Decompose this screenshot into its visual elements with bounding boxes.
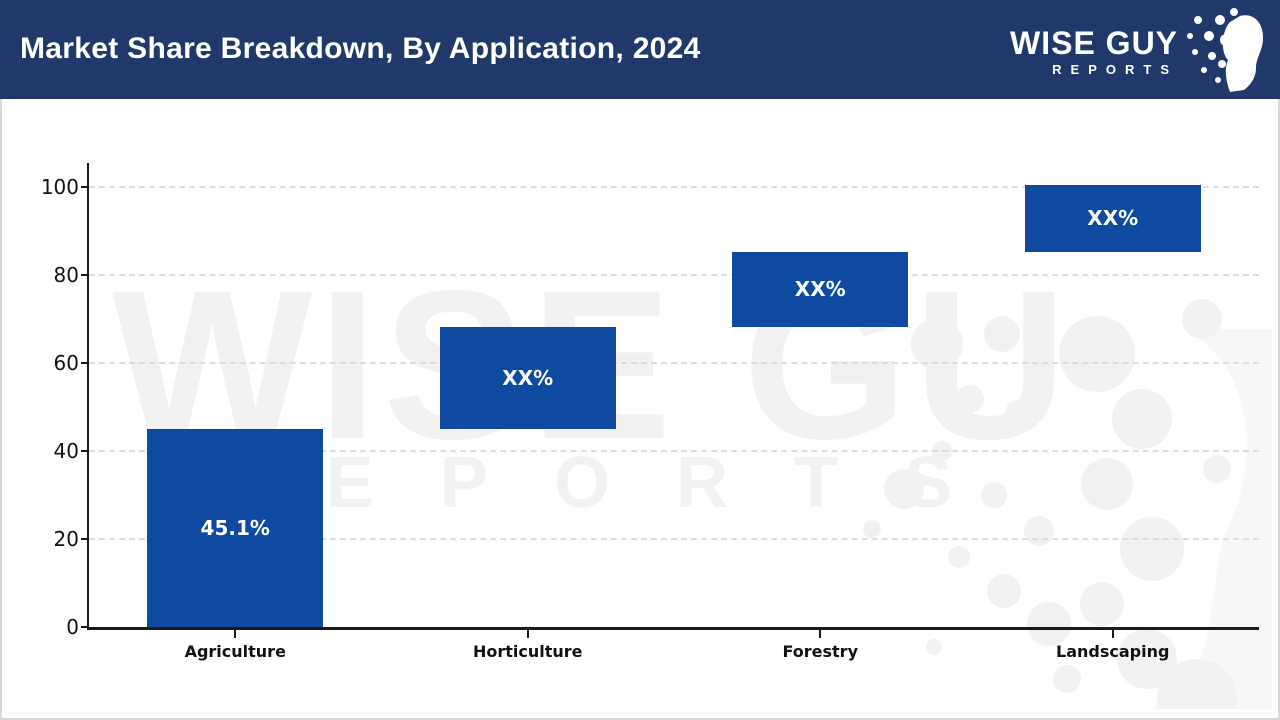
bar-forestry: XX%: [732, 251, 909, 327]
x-tick-forestry: [819, 630, 822, 638]
y-tick-label-60: 60: [53, 351, 79, 375]
y-tick-mark-100: [81, 186, 89, 188]
bar-value-label-agriculture: 45.1%: [200, 515, 270, 540]
header-banner: Market Share Breakdown, By Application, …: [0, 0, 1280, 99]
logo-text: WISE GUY REPORTS: [1010, 26, 1178, 78]
category-label-landscaping: Landscaping: [1056, 642, 1170, 661]
x-tick-landscaping: [1111, 630, 1114, 638]
dotted-face-icon: [1187, 8, 1264, 93]
category-label-horticulture: Horticulture: [472, 642, 583, 661]
y-tick-mark-80: [81, 274, 89, 276]
bar-horticulture: XX%: [439, 326, 616, 429]
gridline-100: [89, 186, 1259, 188]
gridline-80: [89, 274, 1259, 276]
y-tick-mark-0: [81, 626, 89, 628]
bar-value-label-landscaping: XX%: [1087, 206, 1139, 231]
y-tick-label-40: 40: [53, 439, 79, 463]
y-tick-label-0: 0: [66, 615, 79, 639]
x-tick-agriculture: [234, 630, 237, 638]
y-tick-mark-60: [81, 362, 89, 364]
bar-value-label-horticulture: XX%: [502, 365, 554, 390]
y-tick-label-20: 20: [53, 527, 79, 551]
gridline-40: [89, 450, 1259, 452]
logo-subtitle: REPORTS: [1052, 62, 1178, 77]
bar-value-label-forestry: XX%: [794, 277, 846, 302]
watermark-dotted-face: [863, 299, 1272, 709]
wise-guy-logo: WISE GUY REPORTS: [1010, 6, 1266, 94]
y-tick-label-100: 100: [40, 175, 79, 199]
category-label-agriculture: Agriculture: [184, 642, 286, 661]
y-tick-mark-20: [81, 538, 89, 540]
gridline-20: [89, 538, 1259, 540]
chart-area: WISE GU REPORTS 0 20 40 60 80 100 45.1% Agricul…: [0, 99, 1280, 720]
page-title: Market Share Breakdown, By Application, …: [20, 32, 701, 65]
category-label-forestry: Forestry: [782, 642, 858, 661]
x-axis: [87, 627, 1259, 630]
gridline-60: [89, 362, 1259, 364]
y-tick-mark-40: [81, 450, 89, 452]
bar-agriculture: 45.1%: [147, 428, 324, 627]
logo-wordmark: WISE GUY: [1010, 25, 1179, 61]
watermark-small-text: REPORTS: [208, 443, 1019, 523]
x-tick-horticulture: [526, 630, 529, 638]
bar-landscaping: XX%: [1024, 185, 1201, 252]
y-tick-label-80: 80: [53, 263, 79, 287]
y-axis: [87, 163, 89, 630]
